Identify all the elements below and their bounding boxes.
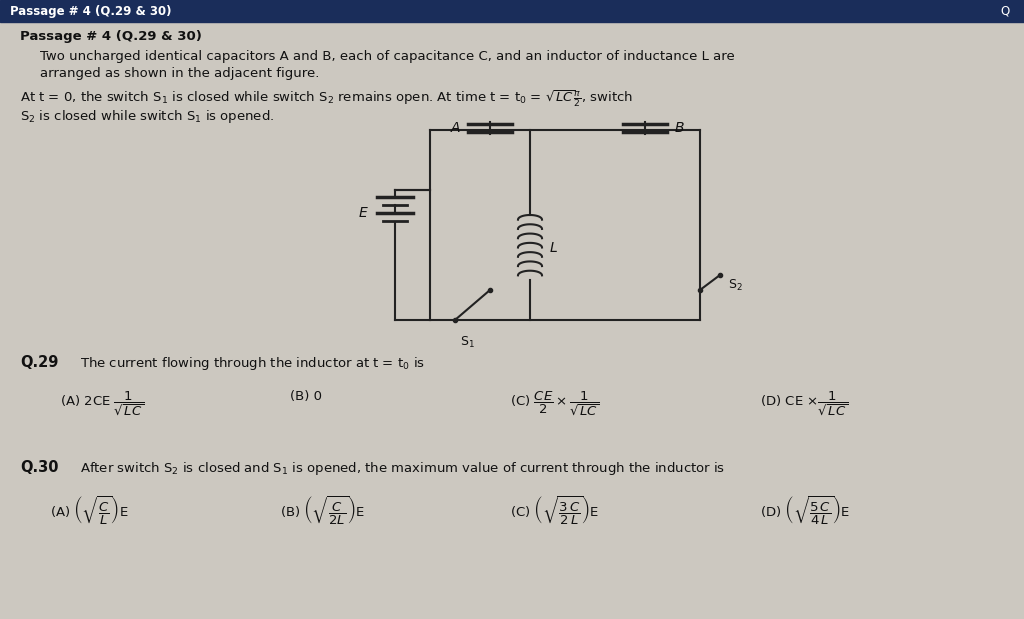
Text: A: A: [451, 121, 460, 135]
Text: Q.29: Q.29: [20, 355, 58, 370]
Text: After switch S$_2$ is closed and S$_1$ is opened, the maximum value of current t: After switch S$_2$ is closed and S$_1$ i…: [80, 460, 725, 477]
Text: Two uncharged identical capacitors A and B, each of capacitance C, and an induct: Two uncharged identical capacitors A and…: [40, 50, 735, 63]
Text: (C) $\left(\sqrt{\dfrac{3\,C}{2\,L}}\right)$E: (C) $\left(\sqrt{\dfrac{3\,C}{2\,L}}\rig…: [510, 495, 599, 527]
Text: (B) $\left(\sqrt{\dfrac{C}{2L}}\right)$E: (B) $\left(\sqrt{\dfrac{C}{2L}}\right)$E: [280, 495, 366, 527]
Bar: [0, 0, 1024, 22]
Text: S$_1$: S$_1$: [460, 335, 475, 350]
Text: (C) $\dfrac{CE}{2}\times\dfrac{1}{\sqrt{LC}}$: (C) $\dfrac{CE}{2}\times\dfrac{1}{\sqrt{…: [510, 390, 600, 418]
Text: (D) CE $\times\dfrac{1}{\sqrt{LC}}$: (D) CE $\times\dfrac{1}{\sqrt{LC}}$: [760, 390, 848, 418]
Text: L: L: [550, 241, 558, 254]
Text: (A) 2CE $\dfrac{1}{\sqrt{LC}}$: (A) 2CE $\dfrac{1}{\sqrt{LC}}$: [60, 390, 144, 418]
Text: Passage # 4 (Q.29 & 30): Passage # 4 (Q.29 & 30): [20, 30, 202, 43]
Text: E: E: [358, 206, 367, 220]
Text: B: B: [675, 121, 684, 135]
Text: At t = 0, the switch S$_1$ is closed while switch S$_2$ remains open. At time t : At t = 0, the switch S$_1$ is closed whi…: [20, 88, 633, 108]
Text: (D) $\left(\sqrt{\dfrac{5\,C}{4\,L}}\right)$E: (D) $\left(\sqrt{\dfrac{5\,C}{4\,L}}\rig…: [760, 495, 850, 527]
Text: S$_2$: S$_2$: [728, 277, 742, 293]
Text: arranged as shown in the adjacent figure.: arranged as shown in the adjacent figure…: [40, 67, 319, 80]
Text: (A) $\left(\sqrt{\dfrac{C}{L}}\right)$E: (A) $\left(\sqrt{\dfrac{C}{L}}\right)$E: [50, 495, 129, 527]
Text: S$_2$ is closed while switch S$_1$ is opened.: S$_2$ is closed while switch S$_1$ is op…: [20, 108, 274, 125]
Text: (B) 0: (B) 0: [290, 390, 322, 403]
Text: Q.30: Q.30: [20, 460, 58, 475]
Text: Passage # 4 (Q.29 & 30): Passage # 4 (Q.29 & 30): [10, 4, 171, 17]
Text: Q: Q: [1000, 4, 1010, 17]
Text: The current flowing through the inductor at t = t$_0$ is: The current flowing through the inductor…: [80, 355, 425, 372]
